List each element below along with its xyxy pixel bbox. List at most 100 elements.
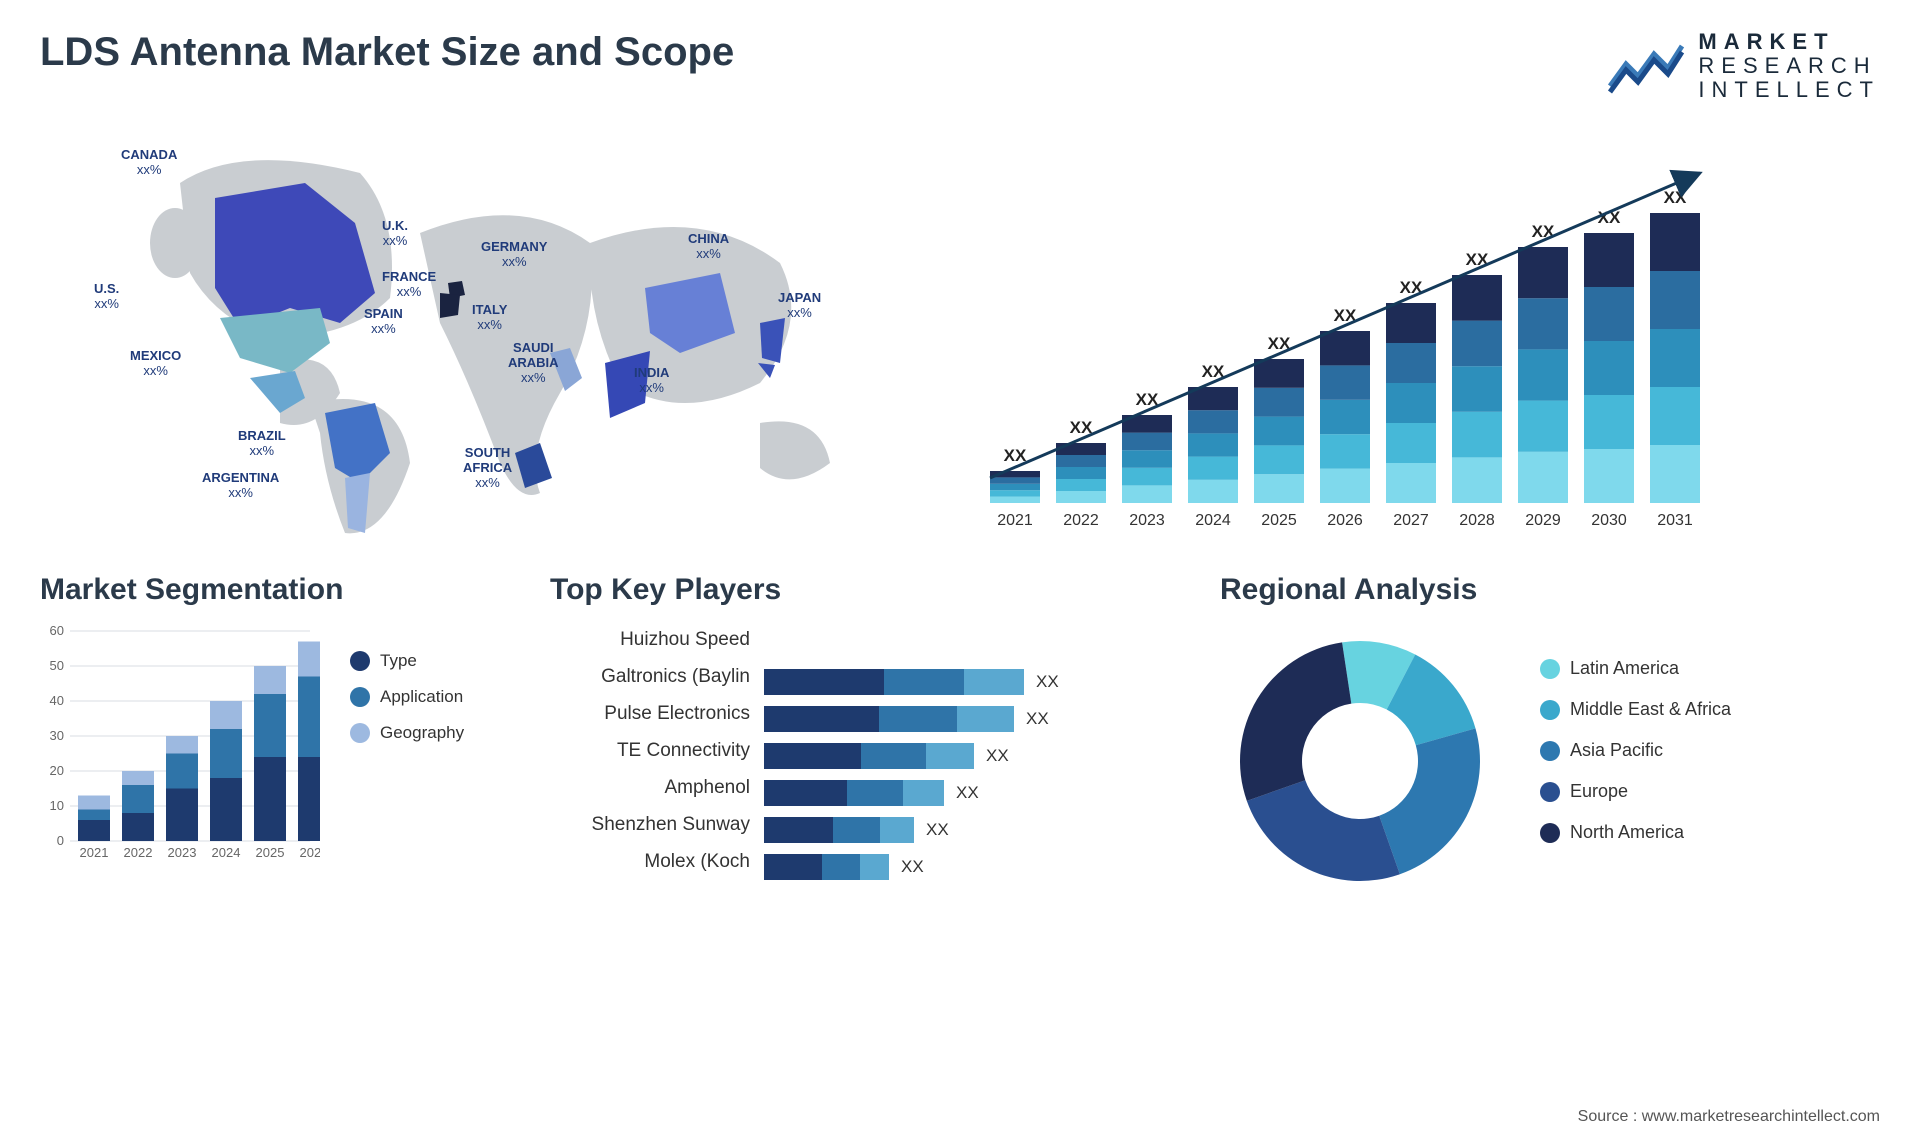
logo-icon <box>1606 36 1686 96</box>
top-row: CANADAxx%U.S.xx%MEXICOxx%BRAZILxx%ARGENT… <box>40 123 1880 543</box>
segmentation-panel: Market Segmentation 0 10 20 30 40 50 60 2021 202… <box>40 573 500 901</box>
svg-text:40: 40 <box>50 693 64 708</box>
player-bar <box>764 706 1014 732</box>
bar-segment <box>880 817 915 843</box>
player-name: Amphenol <box>550 769 750 806</box>
legend-swatch <box>350 687 370 707</box>
bar-value-label: XX <box>1026 709 1049 729</box>
growth-chart-panel: XX2021XX2022XX2023XX2024XX2025XX2026XX20… <box>980 123 1880 543</box>
bar-segment <box>764 743 861 769</box>
segmentation-legend: TypeApplicationGeography <box>350 621 464 881</box>
legend-label: Latin America <box>1570 658 1679 679</box>
svg-text:20: 20 <box>50 763 64 778</box>
svg-text:2025: 2025 <box>1261 512 1297 529</box>
legend-label: Asia Pacific <box>1570 740 1663 761</box>
regional-panel: Regional Analysis Latin America Middle Ea… <box>1220 573 1880 901</box>
legend-item: Europe <box>1540 781 1731 802</box>
segmentation-chart: 0 10 20 30 40 50 60 2021 2022 2023 2024 2025 2026 <box>40 621 320 881</box>
bar-value-label: XX <box>1036 672 1059 692</box>
svg-text:2031: 2031 <box>1657 512 1693 529</box>
player-bar-row: XX <box>764 738 1170 775</box>
bar-segment <box>860 854 889 880</box>
map-label: SAUDIARABIAxx% <box>508 341 559 386</box>
player-bar <box>764 817 914 843</box>
bar-segment <box>833 817 880 843</box>
svg-text:60: 60 <box>50 623 64 638</box>
player-name: Shenzhen Sunway <box>550 806 750 843</box>
legend-label: Type <box>380 651 417 671</box>
svg-text:2024: 2024 <box>212 845 241 860</box>
svg-text:2021: 2021 <box>80 845 109 860</box>
legend-swatch <box>1540 782 1560 802</box>
bar-value-label: XX <box>956 783 979 803</box>
svg-text:2030: 2030 <box>1591 512 1627 529</box>
legend-item: Middle East & Africa <box>1540 699 1731 720</box>
legend-label: Middle East & Africa <box>1570 699 1731 720</box>
bottom-row: Market Segmentation 0 10 20 30 40 50 60 2021 202… <box>40 573 1880 901</box>
legend-swatch <box>1540 659 1560 679</box>
map-label: FRANCExx% <box>382 270 436 300</box>
source-text: Source : www.marketresearchintellect.com <box>1578 1108 1880 1126</box>
bar-segment <box>764 669 884 695</box>
bar-value-label: XX <box>901 857 924 877</box>
map-label: U.K.xx% <box>382 219 408 249</box>
legend-label: North America <box>1570 822 1684 843</box>
map-label: CANADAxx% <box>121 148 177 178</box>
svg-text:2026: 2026 <box>300 845 320 860</box>
world-map-panel: CANADAxx%U.S.xx%MEXICOxx%BRAZILxx%ARGENT… <box>40 123 940 543</box>
svg-text:2022: 2022 <box>124 845 153 860</box>
svg-text:XX: XX <box>1664 188 1687 207</box>
bar-segment <box>764 854 822 880</box>
svg-text:0: 0 <box>57 833 64 848</box>
bar-segment <box>957 706 1015 732</box>
map-label: JAPANxx% <box>778 291 821 321</box>
map-label: GERMANYxx% <box>481 240 547 270</box>
svg-text:10: 10 <box>50 798 64 813</box>
bar-segment <box>884 669 965 695</box>
players-names: Huizhou SpeedGaltronics (BaylinPulse Ele… <box>550 621 750 886</box>
player-bar-row: XX <box>764 849 1170 886</box>
map-label: SOUTHAFRICAxx% <box>463 446 512 491</box>
svg-text:2022: 2022 <box>1063 512 1099 529</box>
legend-swatch <box>1540 741 1560 761</box>
regional-title: Regional Analysis <box>1220 573 1880 607</box>
bar-segment <box>847 780 903 806</box>
growth-chart: XX2021XX2022XX2023XX2024XX2025XX2026XX20… <box>980 143 1720 543</box>
map-label: U.S.xx% <box>94 282 119 312</box>
player-name: Pulse Electronics <box>550 695 750 732</box>
logo-text: MARKET RESEARCH INTELLECT <box>1698 30 1880 103</box>
bar-segment <box>903 780 944 806</box>
bar-segment <box>764 780 847 806</box>
player-name: Huizhou Speed <box>550 621 750 658</box>
key-players-panel: Top Key Players Huizhou SpeedGaltronics … <box>550 573 1170 901</box>
player-bar <box>764 854 889 880</box>
svg-text:2029: 2029 <box>1525 512 1561 529</box>
svg-text:2023: 2023 <box>168 845 197 860</box>
segmentation-title: Market Segmentation <box>40 573 500 607</box>
legend-item: Asia Pacific <box>1540 740 1731 761</box>
legend-swatch <box>350 651 370 671</box>
legend-item: Geography <box>350 723 464 743</box>
svg-text:30: 30 <box>50 728 64 743</box>
legend-swatch <box>1540 700 1560 720</box>
bar-segment <box>879 706 957 732</box>
regional-legend: Latin America Middle East & Africa Asia Pa… <box>1540 658 1731 863</box>
regional-donut <box>1220 621 1500 901</box>
svg-text:2028: 2028 <box>1459 512 1495 529</box>
legend-swatch <box>1540 823 1560 843</box>
player-name: TE Connectivity <box>550 732 750 769</box>
player-bar <box>764 669 1024 695</box>
bar-segment <box>964 669 1024 695</box>
svg-text:2025: 2025 <box>256 845 285 860</box>
map-label: ITALYxx% <box>472 303 507 333</box>
bar-segment <box>764 817 833 843</box>
bar-value-label: XX <box>926 820 949 840</box>
map-label: SPAINxx% <box>364 307 403 337</box>
player-bar <box>764 780 944 806</box>
bar-value-label: XX <box>986 746 1009 766</box>
logo: MARKET RESEARCH INTELLECT <box>1606 30 1880 103</box>
bar-segment <box>861 743 926 769</box>
svg-text:2024: 2024 <box>1195 512 1231 529</box>
svg-text:50: 50 <box>50 658 64 673</box>
player-name: Molex (Koch <box>550 843 750 880</box>
